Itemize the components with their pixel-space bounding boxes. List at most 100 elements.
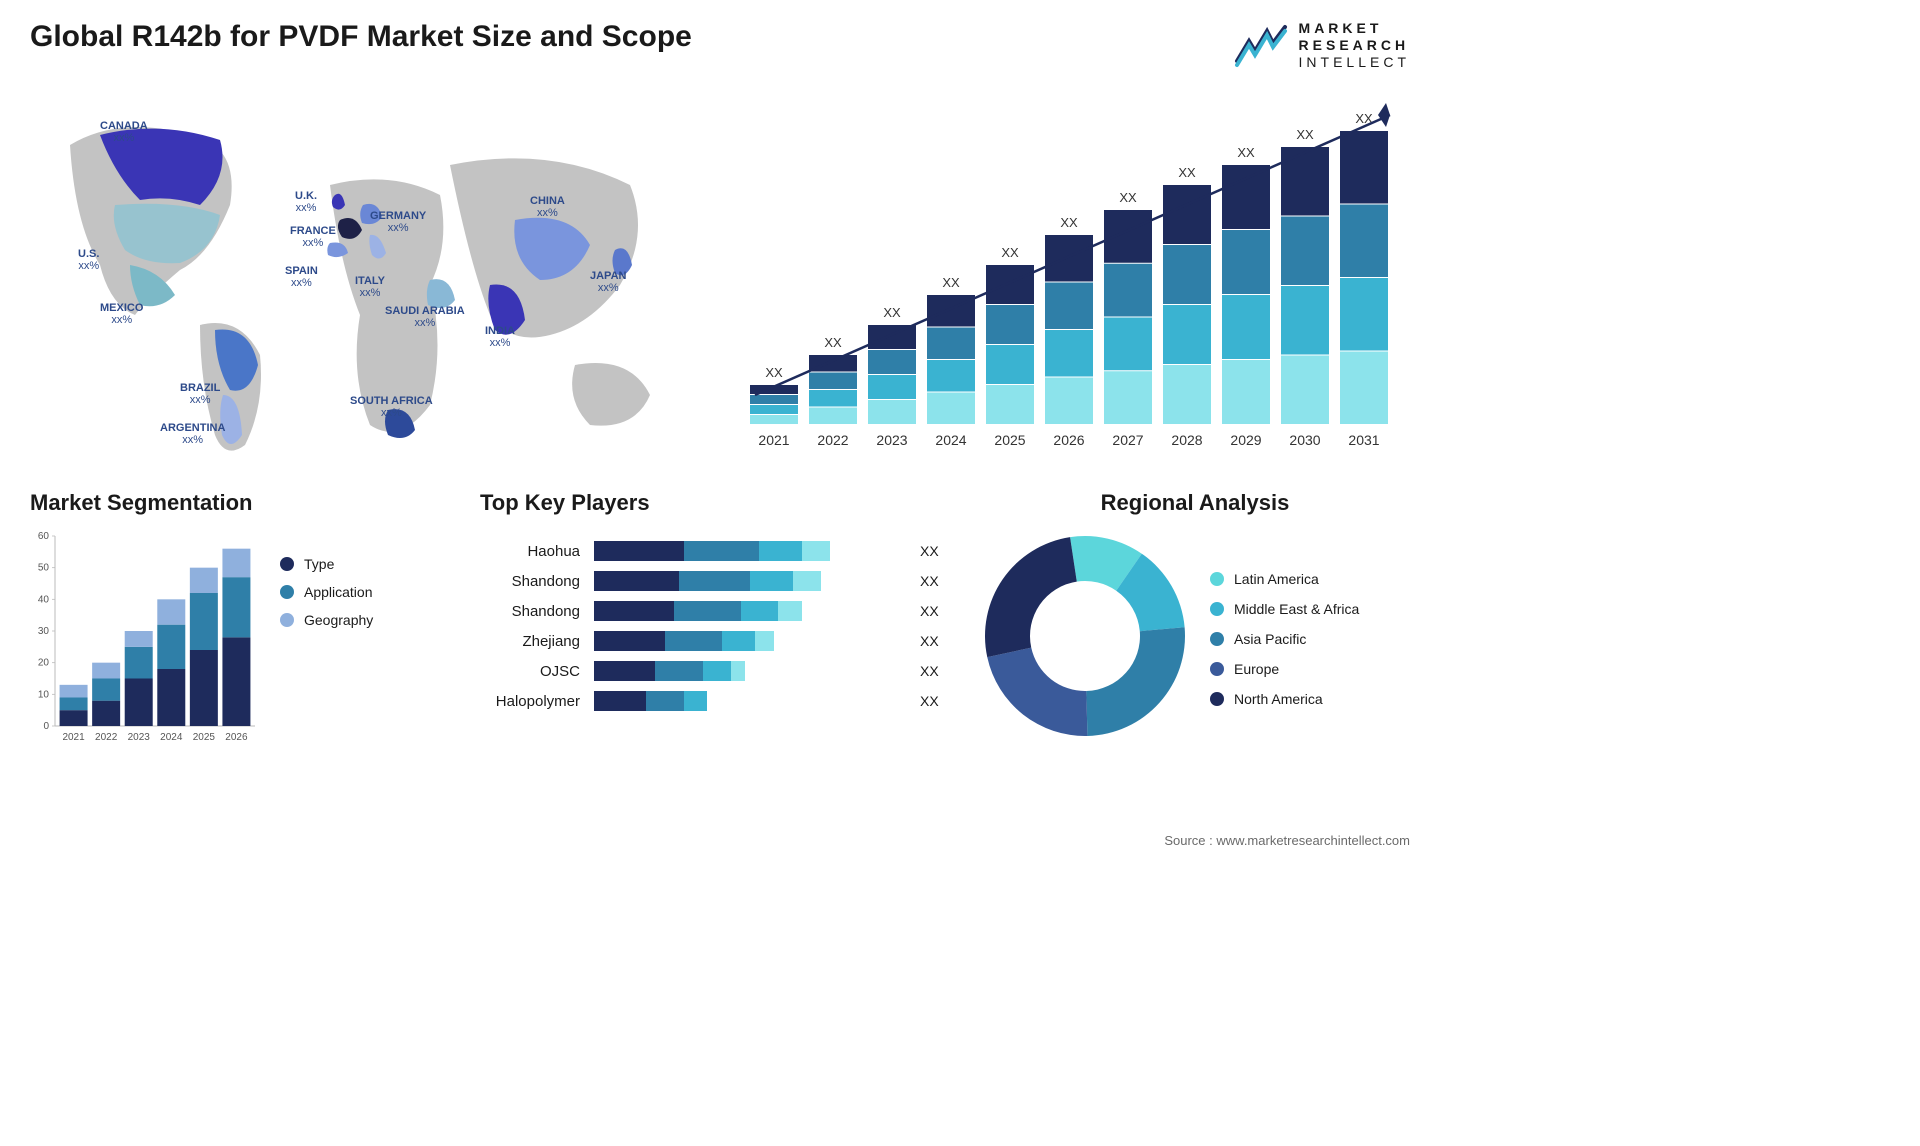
player-name: Shandong	[480, 603, 580, 620]
regional-panel: Regional Analysis Latin America Middle Ea…	[980, 490, 1410, 751]
legend-item: Asia Pacific	[1210, 631, 1359, 647]
map-label: CHINAxx%	[530, 195, 565, 219]
player-row: ShandongXX	[480, 571, 950, 591]
legend-item: Geography	[280, 612, 373, 628]
map-label: INDIAxx%	[485, 325, 515, 349]
segmentation-title: Market Segmentation	[30, 490, 450, 516]
svg-text:2022: 2022	[817, 432, 848, 448]
source-text: Source : www.marketresearchintellect.com	[1164, 833, 1410, 848]
svg-text:2031: 2031	[1348, 432, 1379, 448]
legend-dot-icon	[280, 585, 294, 599]
player-value: XX	[920, 573, 950, 589]
world-map-panel: CANADAxx% U.S.xx% MEXICOxx% BRAZILxx% ARGENT…	[30, 85, 690, 465]
svg-text:0: 0	[43, 721, 49, 732]
player-bar	[594, 631, 906, 651]
player-name: OJSC	[480, 663, 580, 680]
svg-text:10: 10	[38, 690, 50, 701]
svg-text:2026: 2026	[225, 732, 248, 743]
legend-dot-icon	[1210, 662, 1224, 676]
player-bar	[594, 661, 906, 681]
map-label: ARGENTINAxx%	[160, 422, 225, 446]
player-bar	[594, 601, 906, 621]
logo: MARKET RESEARCH INTELLECT	[1233, 20, 1410, 70]
svg-text:2023: 2023	[128, 732, 151, 743]
map-label: CANADAxx%	[100, 120, 148, 144]
svg-text:2030: 2030	[1289, 432, 1320, 448]
player-value: XX	[920, 663, 950, 679]
logo-line2: RESEARCH	[1299, 37, 1410, 54]
legend-label: Middle East & Africa	[1234, 601, 1359, 617]
svg-text:XX: XX	[824, 335, 842, 350]
legend-dot-icon	[1210, 602, 1224, 616]
svg-text:2024: 2024	[935, 432, 966, 448]
player-name: Zhejiang	[480, 633, 580, 650]
segmentation-panel: Market Segmentation 0 10 20 30 40 50 60 2021 202…	[30, 490, 450, 751]
header: Global R142b for PVDF Market Size and Sc…	[30, 20, 1410, 70]
map-label: BRAZILxx%	[180, 382, 220, 406]
svg-text:2023: 2023	[876, 432, 907, 448]
map-label: U.S.xx%	[78, 248, 99, 272]
growth-chart-panel: 2021XX2022XX2023XX2024XX2025XX2026XX2027…	[720, 85, 1420, 465]
svg-text:2025: 2025	[994, 432, 1025, 448]
player-value: XX	[920, 543, 950, 559]
map-label: SOUTH AFRICAxx%	[350, 395, 433, 419]
player-name: Halopolymer	[480, 693, 580, 710]
svg-text:60: 60	[38, 531, 50, 542]
legend-label: Asia Pacific	[1234, 631, 1306, 647]
player-value: XX	[920, 603, 950, 619]
svg-text:XX: XX	[765, 365, 783, 380]
player-value: XX	[920, 693, 950, 709]
map-label: FRANCExx%	[290, 225, 336, 249]
legend-dot-icon	[1210, 632, 1224, 646]
svg-text:2022: 2022	[95, 732, 118, 743]
regional-title: Regional Analysis	[980, 490, 1410, 516]
key-players-panel: Top Key Players HaohuaXXShandongXXShando…	[480, 490, 950, 751]
map-label: U.K.xx%	[295, 190, 317, 214]
map-label: SAUDI ARABIAxx%	[385, 305, 465, 329]
player-bar	[594, 691, 906, 711]
svg-text:XX: XX	[1237, 145, 1255, 160]
growth-chart: 2021XX2022XX2023XX2024XX2025XX2026XX2027…	[720, 85, 1420, 465]
svg-text:20: 20	[38, 658, 50, 669]
svg-text:2028: 2028	[1171, 432, 1202, 448]
legend-label: Latin America	[1234, 571, 1319, 587]
key-players-list: HaohuaXXShandongXXShandongXXZhejiangXXOJ…	[480, 531, 950, 711]
svg-text:2026: 2026	[1053, 432, 1084, 448]
map-label: JAPANxx%	[590, 270, 626, 294]
legend-item: Application	[280, 584, 373, 600]
logo-icon	[1233, 21, 1291, 69]
legend-dot-icon	[1210, 572, 1224, 586]
legend-label: Geography	[304, 612, 373, 628]
svg-text:2021: 2021	[62, 732, 85, 743]
player-row: OJSC XX	[480, 661, 950, 681]
logo-line1: MARKET	[1299, 20, 1410, 37]
svg-text:XX: XX	[1178, 165, 1196, 180]
legend-label: Type	[304, 556, 334, 572]
svg-text:2029: 2029	[1230, 432, 1261, 448]
legend-dot-icon	[280, 557, 294, 571]
svg-text:30: 30	[38, 626, 50, 637]
svg-text:2025: 2025	[193, 732, 216, 743]
svg-text:40: 40	[38, 595, 50, 606]
svg-text:XX: XX	[1060, 215, 1078, 230]
segmentation-chart: 0 10 20 30 40 50 60 2021 2022 2023 2024 2025 2026	[30, 531, 260, 751]
map-label: MEXICOxx%	[100, 302, 143, 326]
legend-label: North America	[1234, 691, 1323, 707]
logo-line3: INTELLECT	[1299, 54, 1410, 71]
svg-text:2027: 2027	[1112, 432, 1143, 448]
svg-text:50: 50	[38, 563, 50, 574]
legend-dot-icon	[280, 613, 294, 627]
regional-legend: Latin America Middle East & Africa Asia Pa…	[1210, 571, 1359, 707]
map-label: GERMANYxx%	[370, 210, 426, 234]
player-name: Haohua	[480, 543, 580, 560]
player-row: Shandong XX	[480, 601, 950, 621]
legend-label: Europe	[1234, 661, 1279, 677]
svg-text:2024: 2024	[160, 732, 183, 743]
player-row: Haohua XX	[480, 541, 950, 561]
legend-item: Type	[280, 556, 373, 572]
map-label: SPAINxx%	[285, 265, 318, 289]
legend-item: North America	[1210, 691, 1359, 707]
player-value: XX	[920, 633, 950, 649]
legend-item: Europe	[1210, 661, 1359, 677]
legend-item: Middle East & Africa	[1210, 601, 1359, 617]
